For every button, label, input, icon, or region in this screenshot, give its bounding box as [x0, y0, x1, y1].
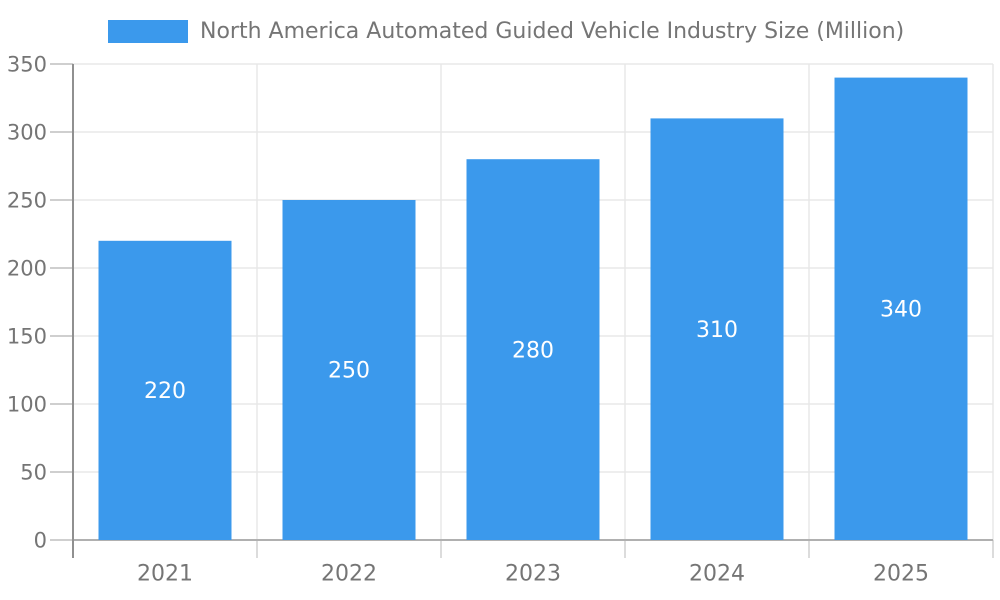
bar-2022 [282, 200, 416, 540]
x-axis-tick-label: 2022 [321, 562, 377, 587]
y-axis-tick-label: 100 [7, 392, 47, 416]
bar-2024 [650, 118, 784, 541]
x-axis-tick-label: 2023 [505, 562, 561, 587]
x-axis-tick-label: 2021 [137, 562, 193, 587]
bar-value-label: 310 [696, 318, 738, 343]
bar-2021 [98, 240, 232, 541]
y-axis-tick-label: 250 [7, 188, 47, 212]
bar-value-label: 280 [512, 338, 554, 363]
x-axis-tick-label: 2024 [689, 562, 745, 587]
y-axis-tick-label: 200 [7, 256, 47, 280]
y-axis-tick-label: 150 [7, 324, 47, 348]
bar-value-label: 220 [144, 379, 186, 404]
bar-value-label: 340 [880, 298, 922, 323]
y-axis-tick-label: 350 [7, 52, 47, 76]
y-axis-tick-label: 50 [20, 460, 47, 484]
bar-value-label: 250 [328, 359, 370, 384]
legend-label: North America Automated Guided Vehicle I… [200, 19, 905, 44]
chart-legend[interactable]: North America Automated Guided Vehicle I… [108, 20, 904, 43]
legend-swatch [108, 20, 188, 43]
bar-2023 [466, 159, 600, 540]
bar-2025 [834, 77, 968, 540]
y-axis-tick-label: 300 [7, 120, 47, 144]
x-axis-tick-label: 2025 [873, 562, 929, 587]
y-axis-tick-label: 0 [34, 528, 47, 552]
